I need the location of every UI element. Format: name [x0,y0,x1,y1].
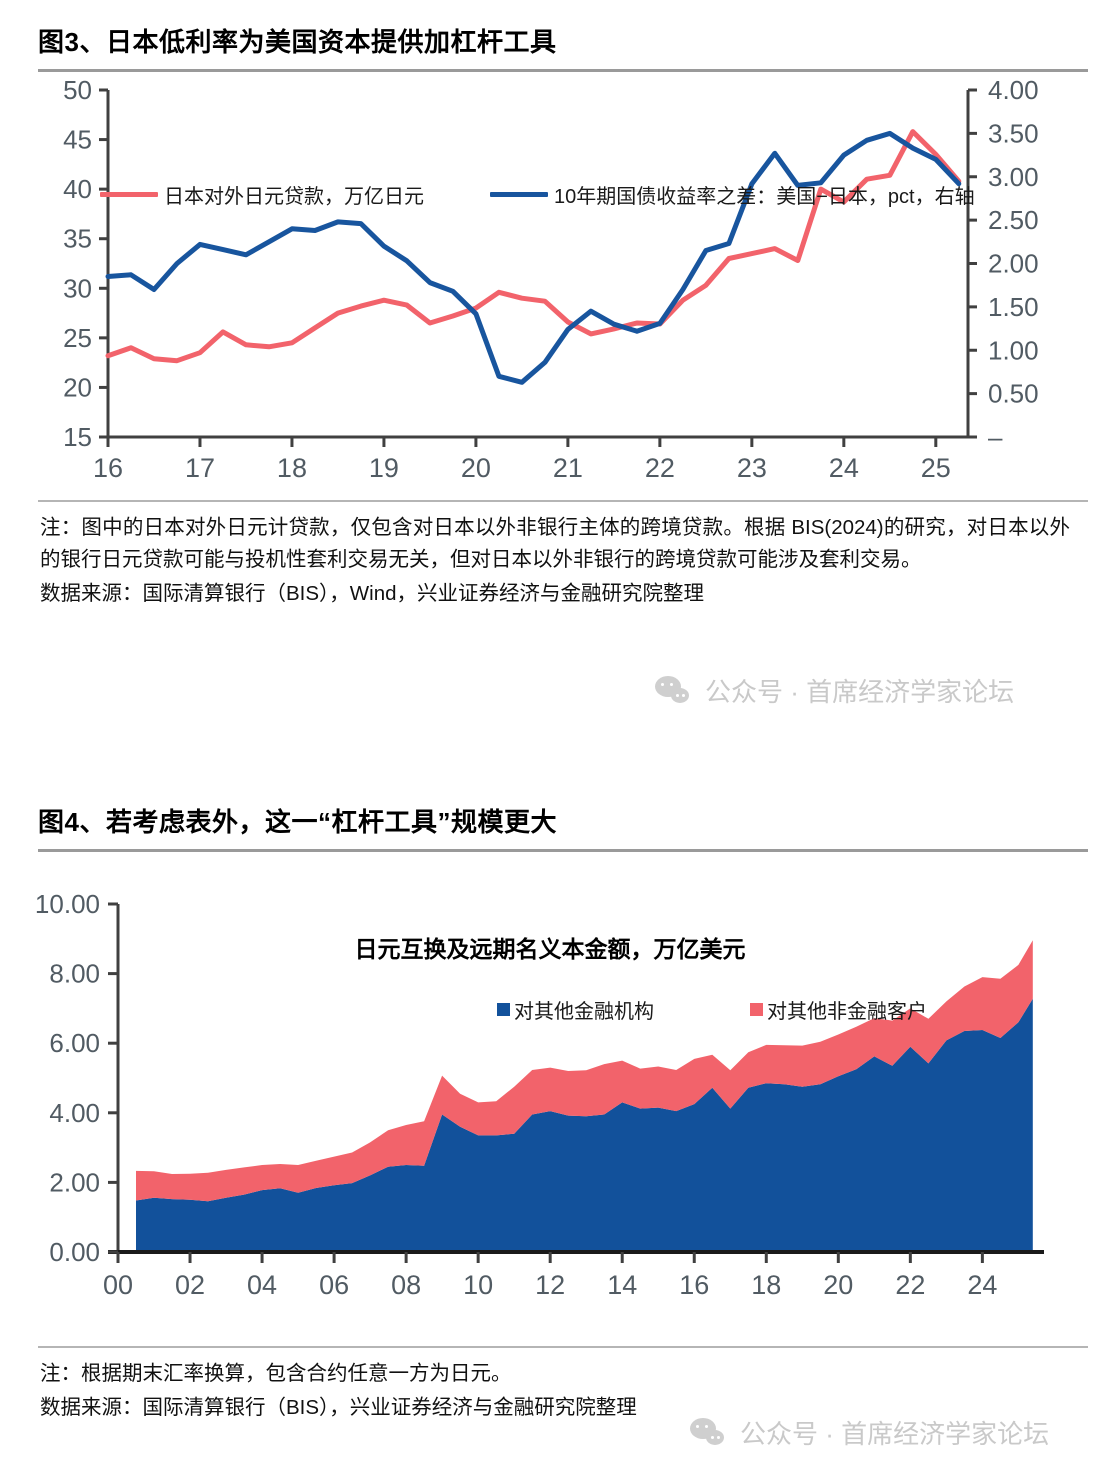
figure-4-legend-item-0: 对其他金融机构 [497,995,654,1024]
svg-text:23: 23 [737,453,767,483]
figure-3-source-text: 数据来源：国际清算银行（BIS），Wind，兴业证券经济与金融研究院整理 [40,581,704,605]
figure-4-chart: 日元互换及远期名义本金额，万亿美元 对其他金融机构 对其他非金融客户 0.00 2… [0,852,1100,1332]
svg-text:2.00: 2.00 [49,1167,100,1197]
svg-text:24: 24 [829,453,859,483]
figure-3-watermark: 公众号 · 首席经济学家论坛 [655,672,1014,709]
figure-4-block: 图4、若考虑表外，这一“杠杆工具”规模更大 日元互换及远期名义本金额，万亿美元 … [0,780,1100,1482]
svg-text:18: 18 [751,1270,781,1300]
svg-text:1.00: 1.00 [988,335,1039,365]
svg-text:20: 20 [461,453,491,483]
svg-text:3.50: 3.50 [988,118,1039,148]
svg-text:12: 12 [535,1270,565,1300]
svg-text:17: 17 [185,453,215,483]
figure-3-block: 图3、日本低利率为美国资本提供加杠杆工具 日本对外日元贷款，万亿日元 10年期国… [0,27,1100,709]
svg-text:45: 45 [63,125,92,155]
figure-3-plot: 15 20 25 30 35 40 45 50 – 0.50 1.00 1.50 2.00 2.50 3.0… [63,75,1039,483]
svg-text:2.50: 2.50 [988,205,1039,235]
svg-text:00: 00 [103,1270,133,1300]
svg-text:25: 25 [921,453,951,483]
svg-text:0.00: 0.00 [49,1237,100,1267]
svg-text:18: 18 [277,453,307,483]
svg-text:20: 20 [823,1270,853,1300]
svg-text:2.00: 2.00 [988,249,1039,279]
svg-text:25: 25 [63,323,92,353]
figure-4-note-rule [38,1346,1088,1348]
figure-4-title-rule [38,849,1088,852]
svg-text:–: – [988,422,1003,452]
svg-text:30: 30 [63,273,92,303]
svg-text:08: 08 [391,1270,421,1300]
legend-label: 10年期国债收益率之差：美国−日本，pct，右轴 [554,186,975,208]
svg-text:1.50: 1.50 [988,292,1039,322]
figure-3-title-rule [38,69,1088,72]
figure-3-legend-item-0: 日本对外日元贷款，万亿日元 [100,180,424,209]
legend-label: 对其他非金融客户 [767,1001,927,1023]
figure-3-note-rule [38,500,1088,502]
legend-line-red [100,192,158,197]
figure-3-legend-item-1: 10年期国债收益率之差：美国−日本，pct，右轴 [490,180,975,209]
figure-3-note: 注：图中的日本对外日元计贷款，仅包含对日本以外非银行主体的跨境贷款。根据 BIS… [0,502,1100,609]
figure-4-plot: 0.00 2.00 4.00 6.00 8.00 10.00 00 02 04 06 08 10 12 1… [35,889,1044,1300]
legend-line-blue [490,192,548,197]
svg-text:21: 21 [553,453,583,483]
svg-text:6.00: 6.00 [49,1028,100,1058]
legend-swatch-blue [497,1003,510,1016]
figure-3-note-text: 注：图中的日本对外日元计贷款，仅包含对日本以外非银行主体的跨境贷款。根据 BIS… [40,516,1070,571]
svg-text:19: 19 [369,453,399,483]
svg-text:3.00: 3.00 [988,162,1039,192]
svg-text:50: 50 [63,75,92,105]
svg-text:0.50: 0.50 [988,379,1039,409]
figure-3-chart: 日本对外日元贷款，万亿日元 10年期国债收益率之差：美国−日本，pct，右轴 1… [0,72,1100,492]
figure-4-chart-title: 日元互换及远期名义本金额，万亿美元 [354,936,746,962]
svg-text:4.00: 4.00 [988,75,1039,105]
wechat-icon [655,675,697,706]
figure-4-title: 图4、若考虑表外，这一“杠杆工具”规模更大 [38,807,557,837]
svg-text:8.00: 8.00 [49,959,100,989]
svg-text:10.00: 10.00 [35,889,100,919]
svg-text:16: 16 [679,1270,709,1300]
figure-4-source-text: 数据来源：国际清算银行（BIS），兴业证券经济与金融研究院整理 [40,1395,637,1419]
svg-text:24: 24 [967,1270,997,1300]
figure-4-legend-item-1: 对其他非金融客户 [750,995,927,1024]
watermark-text: 公众号 · 首席经济学家论坛 [705,677,1015,707]
legend-label: 日本对外日元贷款，万亿日元 [164,186,424,208]
figure-4-note-text: 注：根据期末汇率换算，包含合约任意一方为日元。 [40,1362,512,1385]
svg-text:14: 14 [607,1270,637,1300]
svg-text:20: 20 [63,372,92,402]
legend-label: 对其他金融机构 [514,1001,654,1023]
svg-text:15: 15 [63,422,92,452]
svg-text:04: 04 [247,1270,277,1300]
svg-text:4.00: 4.00 [49,1098,100,1128]
svg-text:06: 06 [319,1270,349,1300]
figure-4-note: 注：根据期末汇率换算，包含合约任意一方为日元。 数据来源：国际清算银行（BIS）… [0,1348,1100,1424]
legend-swatch-red [750,1003,763,1016]
svg-text:10: 10 [463,1270,493,1300]
svg-text:02: 02 [175,1270,205,1300]
svg-text:35: 35 [63,224,92,254]
figure-3-title: 图3、日本低利率为美国资本提供加杠杆工具 [38,27,557,57]
svg-text:22: 22 [895,1270,925,1300]
svg-text:40: 40 [63,174,92,204]
svg-text:22: 22 [645,453,675,483]
svg-text:16: 16 [93,453,123,483]
